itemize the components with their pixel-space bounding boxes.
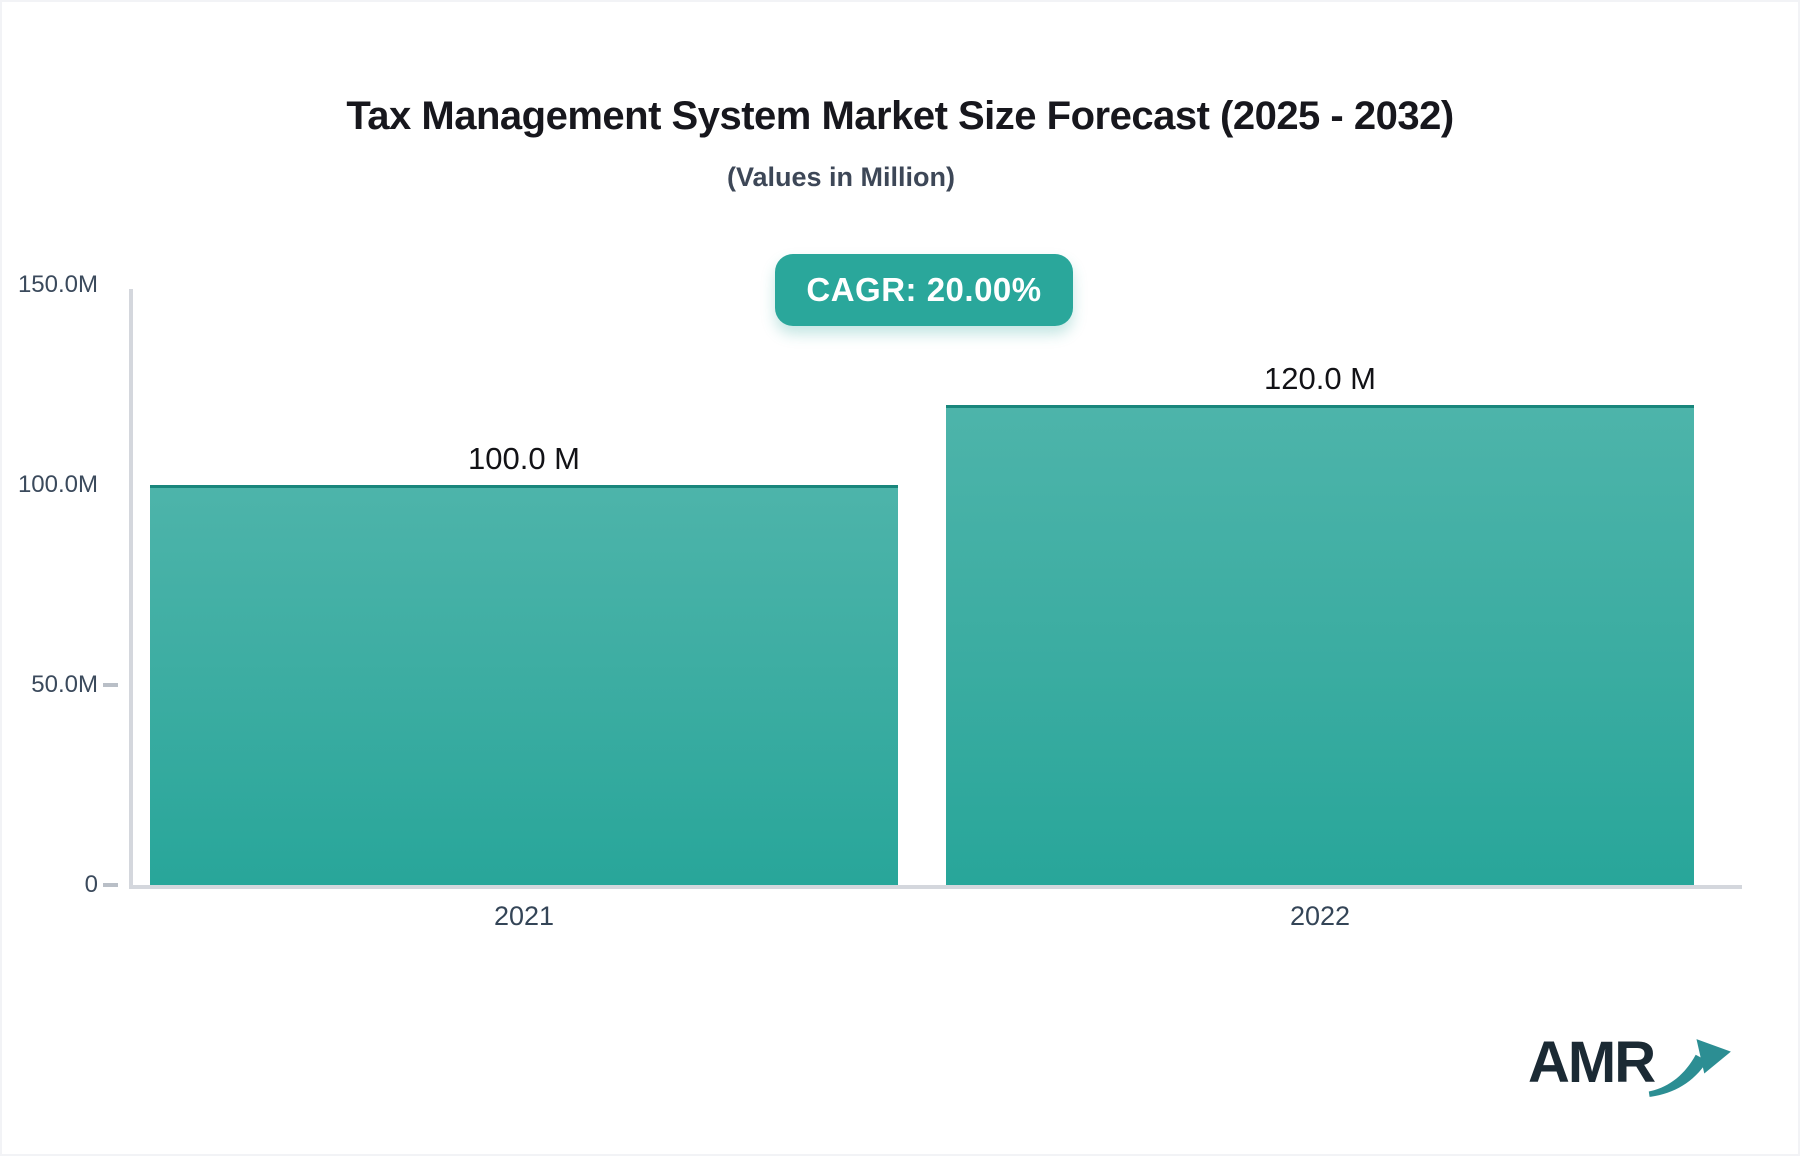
y-tick-mark [103, 683, 118, 687]
chart-title: Tax Management System Market Size Foreca… [346, 94, 1454, 138]
cagr-badge: CAGR: 20.00% [775, 254, 1073, 326]
x-tick-label: 2022 [1289, 901, 1351, 931]
amr-logo-text: AMR [1528, 1030, 1656, 1095]
bar-value-label: 100.0 M [467, 441, 580, 476]
chart-subtitle: (Values in Million) [726, 162, 956, 192]
x-axis-line [129, 885, 1742, 889]
y-tick-label: 150.0M [17, 271, 98, 298]
cagr-badge-label: CAGR: 20.00% [806, 271, 1042, 308]
bar-2022 [946, 405, 1694, 885]
trend-up-arrow-icon [1648, 1039, 1731, 1097]
amr-logo: AMR [1528, 1030, 1734, 1102]
x-tick-label: 2021 [493, 901, 555, 931]
y-axis-line [129, 289, 133, 889]
y-tick-label: 0 [84, 871, 98, 898]
bar-value-label: 120.0 M [1263, 361, 1376, 396]
y-tick-mark [103, 883, 118, 887]
y-tick-label: 50.0M [31, 671, 98, 698]
bar-2021 [150, 485, 898, 885]
y-tick-label: 100.0M [17, 471, 98, 498]
